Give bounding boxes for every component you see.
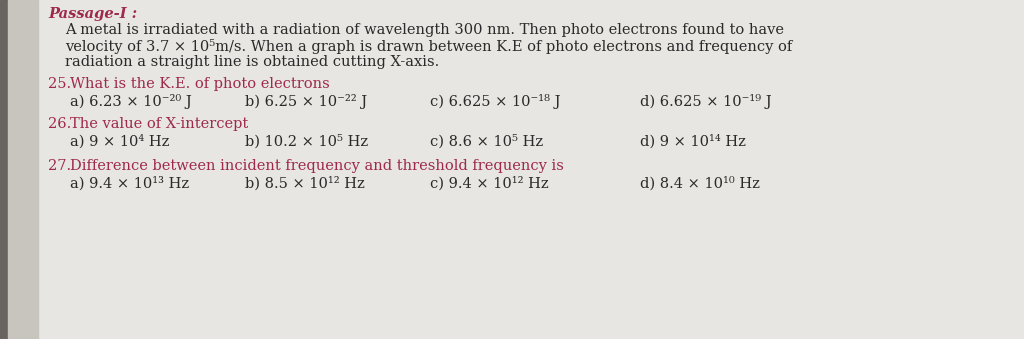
- Text: 25.: 25.: [48, 77, 71, 91]
- Text: c) 8.6 × 10⁵ Hz: c) 8.6 × 10⁵ Hz: [430, 134, 543, 148]
- Text: A metal is irradiated with a radiation of wavelength 300 nm. Then photo electron: A metal is irradiated with a radiation o…: [65, 23, 784, 37]
- Text: d) 8.4 × 10¹⁰ Hz: d) 8.4 × 10¹⁰ Hz: [640, 176, 760, 190]
- Text: b) 8.5 × 10¹² Hz: b) 8.5 × 10¹² Hz: [245, 176, 365, 190]
- Text: a) 9.4 × 10¹³ Hz: a) 9.4 × 10¹³ Hz: [70, 176, 189, 190]
- Text: d) 6.625 × 10⁻¹⁹ J: d) 6.625 × 10⁻¹⁹ J: [640, 94, 772, 109]
- Text: b) 10.2 × 10⁵ Hz: b) 10.2 × 10⁵ Hz: [245, 134, 368, 148]
- Text: a) 9 × 10⁴ Hz: a) 9 × 10⁴ Hz: [70, 134, 169, 148]
- Text: Passage-I :: Passage-I :: [48, 7, 137, 21]
- Text: d) 9 × 10¹⁴ Hz: d) 9 × 10¹⁴ Hz: [640, 134, 745, 148]
- Text: a) 6.23 × 10⁻²⁰ J: a) 6.23 × 10⁻²⁰ J: [70, 94, 191, 109]
- Text: The value of X-intercept: The value of X-intercept: [70, 117, 248, 131]
- Text: 26.: 26.: [48, 117, 72, 131]
- Bar: [8, 0, 38, 339]
- Text: c) 6.625 × 10⁻¹⁸ J: c) 6.625 × 10⁻¹⁸ J: [430, 94, 560, 109]
- Text: b) 6.25 × 10⁻²² J: b) 6.25 × 10⁻²² J: [245, 94, 368, 109]
- Text: What is the K.E. of photo electrons: What is the K.E. of photo electrons: [70, 77, 330, 91]
- Text: Difference between incident frequency and threshold frequency is: Difference between incident frequency an…: [70, 159, 564, 173]
- Text: c) 9.4 × 10¹² Hz: c) 9.4 × 10¹² Hz: [430, 176, 549, 190]
- Text: 27.: 27.: [48, 159, 71, 173]
- Text: radiation a straight line is obtained cutting X-axis.: radiation a straight line is obtained cu…: [65, 55, 439, 69]
- Bar: [0, 0, 8, 339]
- Text: velocity of 3.7 × 10⁵m/s. When a graph is drawn between K.E of photo electrons a: velocity of 3.7 × 10⁵m/s. When a graph i…: [65, 39, 793, 54]
